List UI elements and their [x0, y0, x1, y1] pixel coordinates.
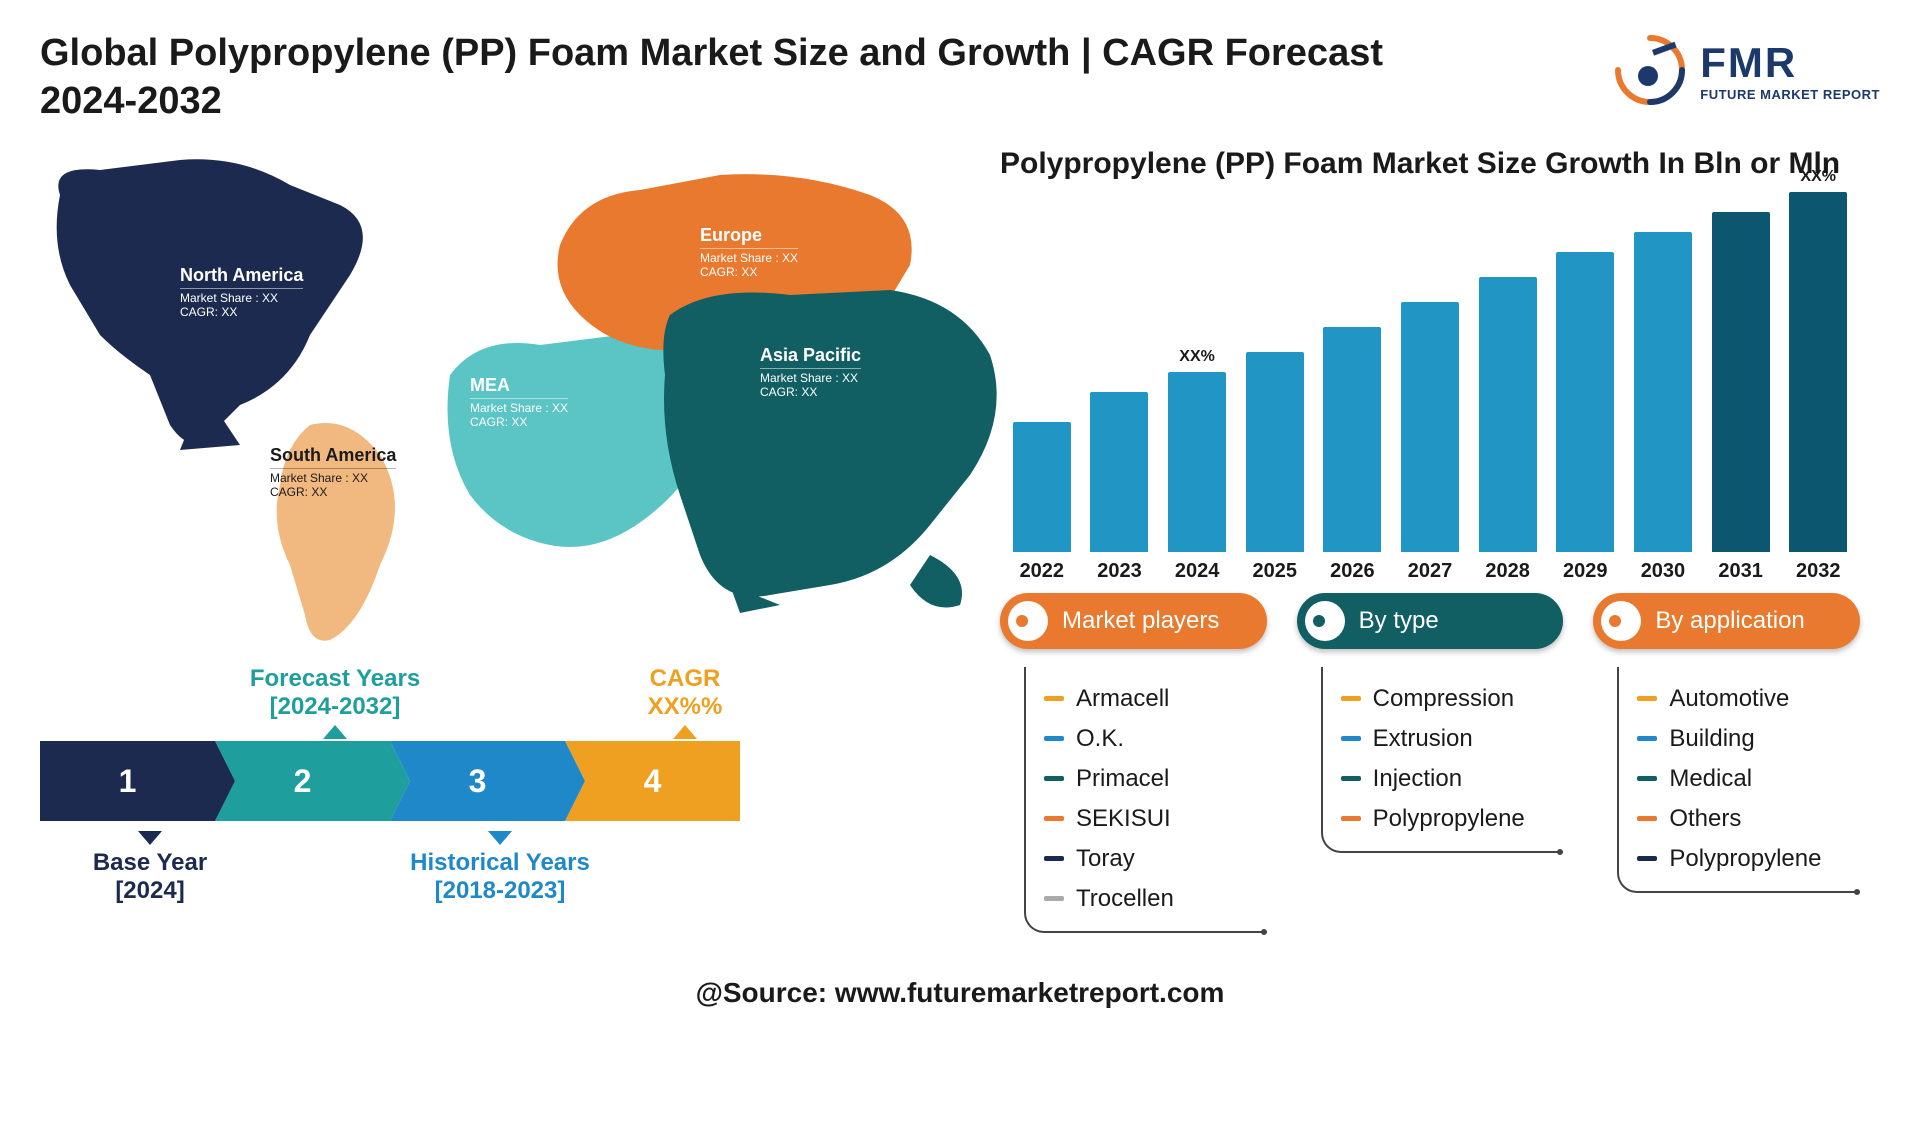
- category-market-players: Market players ArmacellO.K.PrimacelSEKISU…: [1000, 593, 1267, 933]
- pill-dot-icon: [1601, 601, 1641, 641]
- timeline-step-1: 1: [40, 741, 215, 821]
- cat-item: Compression: [1323, 679, 1564, 719]
- logo: FMR FUTURE MARKET REPORT: [1610, 30, 1880, 110]
- timeline-bottom-label: Historical Years[2018-2023]: [380, 827, 620, 905]
- bar-2031: 2031: [1709, 212, 1773, 583]
- cat-item: Others: [1619, 799, 1860, 839]
- category-pill: By type: [1297, 593, 1564, 649]
- category-list: AutomotiveBuildingMedicalOthersPolypropy…: [1617, 667, 1860, 893]
- logo-icon: [1610, 30, 1690, 110]
- bar-year-label: 2026: [1330, 560, 1375, 583]
- bar-2032: XX%2032: [1786, 192, 1850, 583]
- cat-item: SEKISUI: [1026, 799, 1267, 839]
- timeline-top-label: CAGRXX%%: [585, 665, 785, 739]
- cat-item: Primacel: [1026, 759, 1267, 799]
- footer-source: @Source: www.futuremarketreport.com: [40, 977, 1880, 1009]
- category-list: CompressionExtrusionInjectionPolypropyle…: [1321, 667, 1564, 853]
- cat-item: Injection: [1323, 759, 1564, 799]
- bar-value-label: XX%: [1179, 348, 1215, 366]
- category-pill: Market players: [1000, 593, 1267, 649]
- region-label-sa: South AmericaMarket Share : XXCAGR: XX: [270, 445, 396, 499]
- bar-chart: 20222023XX%20242025202620272028202920302…: [1000, 203, 1860, 583]
- logo-sub-text: FUTURE MARKET REPORT: [1700, 87, 1880, 102]
- bar-year-label: 2024: [1175, 560, 1220, 583]
- category-by-type: By type CompressionExtrusionInjectionPoly…: [1297, 593, 1564, 933]
- cat-item: Polypropylene: [1619, 839, 1860, 879]
- logo-main-text: FMR: [1700, 39, 1880, 87]
- cat-item: Building: [1619, 719, 1860, 759]
- bar-year-label: 2031: [1718, 560, 1763, 583]
- bar-2026: 2026: [1321, 327, 1385, 583]
- cat-item: Armacell: [1026, 679, 1267, 719]
- world-map: North AmericaMarket Share : XXCAGR: XX So…: [40, 145, 960, 625]
- cat-item: Toray: [1026, 839, 1267, 879]
- timeline: Forecast Years[2024-2032]CAGRXX%%1234Bas…: [40, 665, 740, 947]
- cat-item: Medical: [1619, 759, 1860, 799]
- region-label-ap: Asia PacificMarket Share : XXCAGR: XX: [760, 345, 861, 399]
- chart-title: Polypropylene (PP) Foam Market Size Grow…: [1000, 145, 1860, 183]
- bar-2024: XX%2024: [1165, 372, 1229, 583]
- cat-item: Polypropylene: [1323, 799, 1564, 839]
- timeline-step-2: 2: [215, 741, 390, 821]
- region-ap: [630, 275, 1010, 615]
- category-by-application: By application AutomotiveBuildingMedicalO…: [1593, 593, 1860, 933]
- bar-2027: 2027: [1398, 302, 1462, 583]
- bar-2028: 2028: [1476, 277, 1540, 583]
- cat-item: Automotive: [1619, 679, 1860, 719]
- bar-2029: 2029: [1553, 252, 1617, 583]
- cat-item: O.K.: [1026, 719, 1267, 759]
- region-label-na: North AmericaMarket Share : XXCAGR: XX: [180, 265, 303, 319]
- category-pill: By application: [1593, 593, 1860, 649]
- timeline-step-3: 3: [390, 741, 565, 821]
- cat-item: Trocellen: [1026, 879, 1267, 919]
- cat-item: Extrusion: [1323, 719, 1564, 759]
- region-label-mea: MEAMarket Share : XXCAGR: XX: [470, 375, 568, 429]
- bar-year-label: 2023: [1097, 560, 1142, 583]
- timeline-step-4: 4: [565, 741, 740, 821]
- bar-year-label: 2028: [1485, 560, 1530, 583]
- timeline-bottom-label: Base Year[2024]: [30, 827, 270, 905]
- bar-year-label: 2022: [1020, 560, 1065, 583]
- bar-year-label: 2030: [1641, 560, 1686, 583]
- bar-2030: 2030: [1631, 232, 1695, 583]
- pill-dot-icon: [1305, 601, 1345, 641]
- category-list: ArmacellO.K.PrimacelSEKISUITorayTrocelle…: [1024, 667, 1267, 933]
- bar-year-label: 2032: [1796, 560, 1841, 583]
- page-title: Global Polypropylene (PP) Foam Market Si…: [40, 30, 1440, 125]
- bar-value-label: XX%: [1800, 168, 1836, 186]
- bar-2023: 2023: [1088, 392, 1152, 583]
- pill-dot-icon: [1008, 601, 1048, 641]
- region-label-eu: EuropeMarket Share : XXCAGR: XX: [700, 225, 798, 279]
- timeline-top-label: Forecast Years[2024-2032]: [235, 665, 435, 739]
- bar-year-label: 2025: [1252, 560, 1297, 583]
- bar-year-label: 2027: [1408, 560, 1453, 583]
- bar-2022: 2022: [1010, 422, 1074, 583]
- bar-year-label: 2029: [1563, 560, 1608, 583]
- bar-2025: 2025: [1243, 352, 1307, 583]
- categories: Market players ArmacellO.K.PrimacelSEKISU…: [1000, 593, 1860, 933]
